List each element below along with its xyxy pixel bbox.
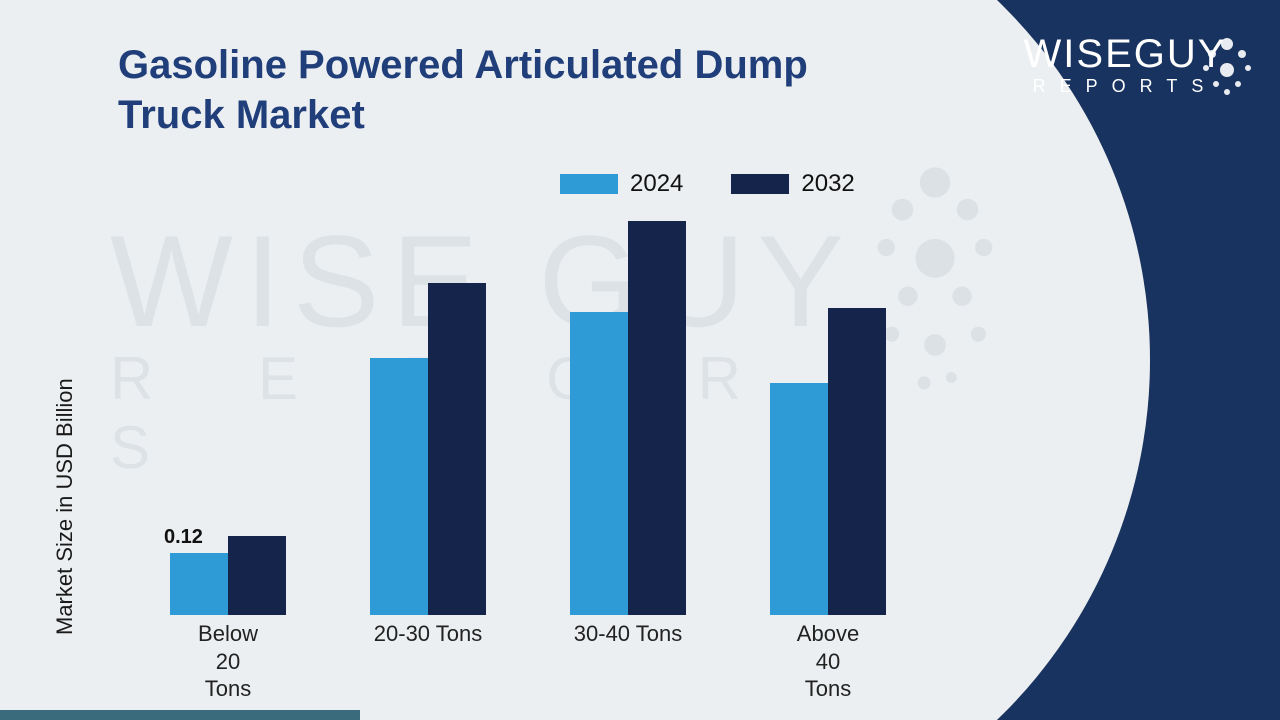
bar — [570, 312, 628, 615]
x-axis-tick-label: 30-40 Tons — [530, 620, 726, 648]
bar — [428, 283, 486, 615]
bar — [770, 383, 828, 615]
brand-logo: WISEGUY REPORTS — [992, 34, 1258, 99]
chart-title: Gasoline Powered Articulated Dump Truck … — [118, 40, 858, 140]
x-axis-tick-label: 20-30 Tons — [330, 620, 526, 648]
y-axis-label: Market Size in USD Billion — [52, 378, 78, 635]
chart-area: Market Size in USD Billion 20242032 0.12… — [60, 175, 960, 675]
bar — [228, 536, 286, 615]
x-axis-tick-label: Below20Tons — [130, 620, 326, 703]
bar — [170, 553, 228, 615]
plot-area: 0.12 — [110, 185, 960, 615]
logo-head-icon — [1192, 32, 1262, 102]
bar-value-label: 0.12 — [164, 526, 203, 549]
bar — [828, 308, 886, 615]
x-axis-tick-label: Above40Tons — [730, 620, 926, 703]
chart-card: WISE GUY R E P O R T S WISEGUY REPORTS G… — [0, 0, 1280, 720]
footer-accent-bar — [0, 710, 360, 720]
bar — [628, 221, 686, 615]
bar — [370, 358, 428, 615]
